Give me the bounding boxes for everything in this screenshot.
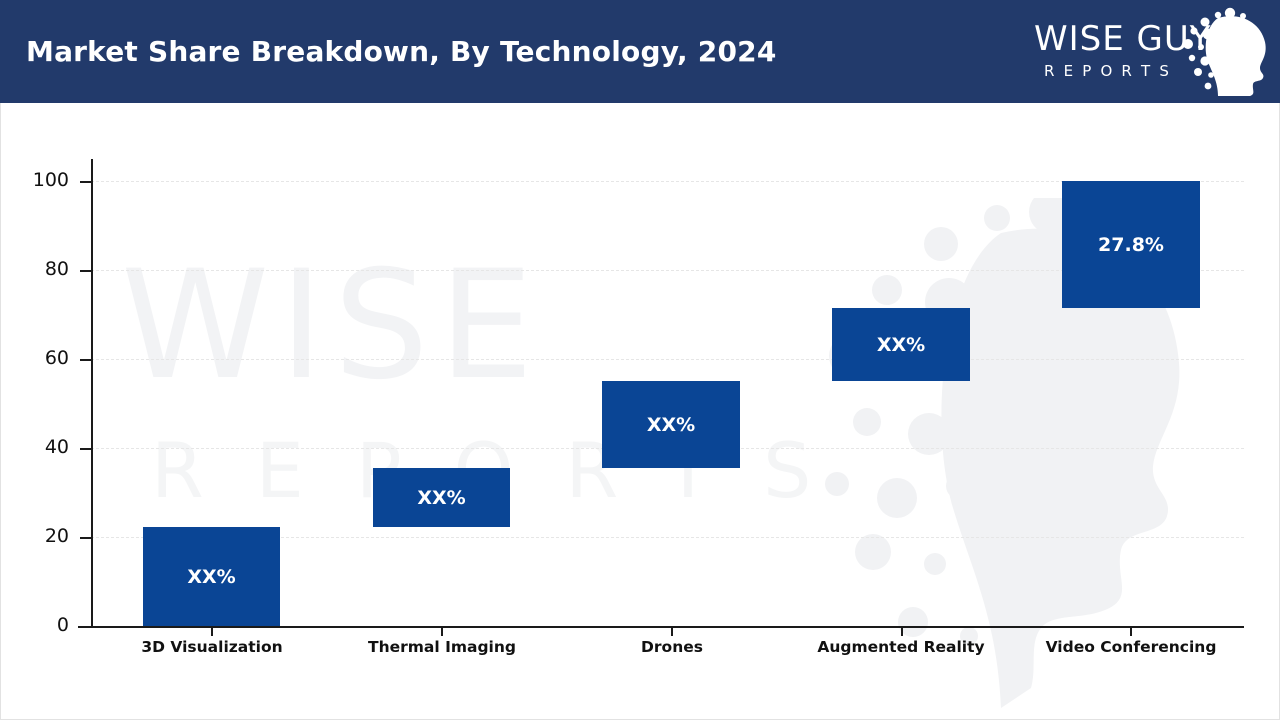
bar-thermal-imaging[interactable]: XX% — [373, 468, 510, 527]
bar-label-thermal-imaging: XX% — [417, 486, 466, 509]
y-tick-mark-40 — [80, 448, 92, 450]
gridline-80 — [91, 270, 1244, 271]
x-tick-mark-3d-visualization — [211, 626, 213, 636]
y-tick-label-0: 0 — [56, 614, 69, 636]
x-tick-mark-video-conferencing — [1130, 626, 1132, 636]
x-tick-mark-drones — [671, 626, 673, 636]
x-tick-mark-augmented-reality — [901, 626, 903, 636]
y-tick-mark-60 — [80, 359, 92, 361]
logo-text-wiseguy: WISE GUY — [1034, 19, 1212, 59]
y-tick-label-60: 60 — [44, 347, 69, 369]
logo-text-reports: R E P O R T S — [1044, 62, 1171, 80]
y-tick-mark-20 — [80, 537, 92, 539]
y-tick-label-80: 80 — [44, 258, 69, 280]
x-tick-label-thermal-imaging: Thermal Imaging — [368, 638, 516, 656]
bar-3d-visualization[interactable]: XX% — [143, 527, 280, 626]
y-tick-mark-0 — [80, 626, 92, 628]
x-tick-label-3d-visualization: 3D Visualization — [141, 638, 283, 656]
bar-label-video-conferencing: 27.8% — [1098, 233, 1164, 256]
x-tick-label-augmented-reality: Augmented Reality — [817, 638, 985, 656]
bar-label-augmented-reality: XX% — [876, 333, 926, 356]
bar-video-conferencing[interactable]: 27.8% — [1062, 181, 1200, 308]
y-tick-mark-80 — [80, 270, 92, 272]
x-tick-label-video-conferencing: Video Conferencing — [1045, 638, 1217, 656]
bar-augmented-reality[interactable]: XX% — [832, 308, 970, 381]
y-tick-label-20: 20 — [44, 525, 69, 547]
x-axis-line — [78, 626, 1244, 629]
bar-drones[interactable]: XX% — [602, 381, 740, 468]
page-title: Market Share Breakdown, By Technology, 2… — [26, 35, 777, 68]
bar-label-3d-visualization: XX% — [187, 565, 236, 588]
bar-label-drones: XX% — [646, 413, 696, 436]
plot-area: XX% XX% XX% XX% 27.8% — [1, 103, 1279, 719]
header-banner: Market Share Breakdown, By Technology, 2… — [0, 0, 1280, 103]
gridline-100 — [91, 181, 1244, 182]
y-tick-label-100: 100 — [32, 169, 69, 191]
y-tick-mark-100 — [80, 181, 92, 183]
x-tick-label-drones: Drones — [641, 638, 703, 656]
y-tick-label-40: 40 — [44, 436, 69, 458]
gridline-20 — [91, 537, 1244, 538]
gridline-60 — [91, 359, 1244, 360]
y-axis-line — [91, 159, 93, 628]
x-tick-mark-thermal-imaging — [441, 626, 443, 636]
wise-guy-reports-logo: WISE GUY R E P O R T S — [1034, 7, 1266, 97]
logo-head-icon — [1183, 7, 1266, 97]
